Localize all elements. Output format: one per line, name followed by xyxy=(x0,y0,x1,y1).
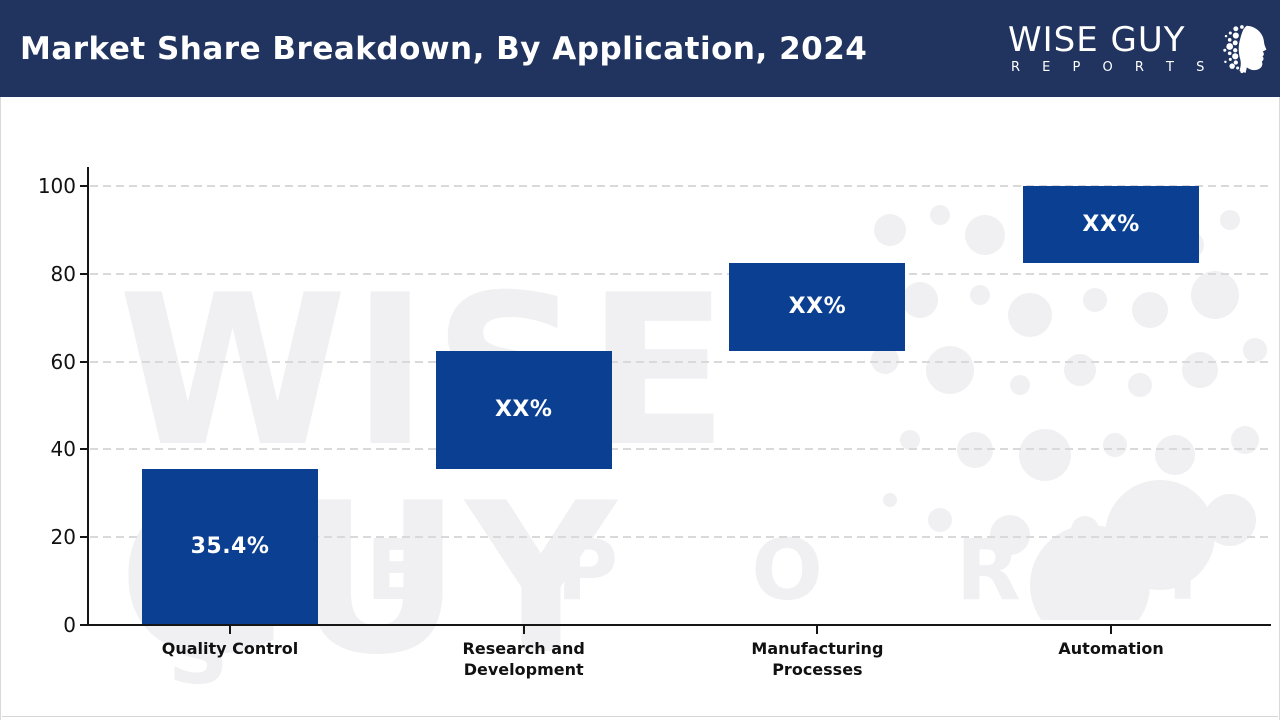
gridline-y60 xyxy=(90,360,1270,363)
y-tick-label: 60 xyxy=(50,349,76,374)
gridline-y80 xyxy=(90,272,1270,275)
category-label-line: Development xyxy=(463,660,584,679)
x-tick-mark xyxy=(229,626,231,634)
y-tick-mark xyxy=(80,623,87,626)
logo-wordmark: WISE GUY xyxy=(1008,20,1186,60)
bar-automation: XX% xyxy=(1023,186,1200,263)
category-label: Automation xyxy=(971,638,1251,659)
y-tick-label: 0 xyxy=(63,612,76,637)
x-axis-spine xyxy=(87,624,1271,626)
y-tick-label: 100 xyxy=(37,174,76,199)
watermark-dots-face-icon xyxy=(856,198,1267,620)
category-label: Quality Control xyxy=(90,638,370,659)
category-label-line: Manufacturing xyxy=(751,639,884,658)
logo-text: WISE GUY R E P O R T S xyxy=(1008,23,1213,75)
bar-value-label: XX% xyxy=(788,294,847,320)
category-label-line: Processes xyxy=(772,660,863,679)
y-tick-label: 40 xyxy=(50,437,76,462)
x-tick-mark xyxy=(522,626,525,634)
bar-research-and-development: XX% xyxy=(435,350,612,470)
wise-guy-logo: WISE GUY R E P O R T S xyxy=(1008,6,1268,92)
header-bar: Market Share Breakdown, By Application, … xyxy=(0,0,1280,97)
x-tick-mark xyxy=(1110,626,1113,634)
y-tick-mark xyxy=(80,185,87,188)
y-tick-mark xyxy=(80,535,87,538)
bar-value-label: XX% xyxy=(1082,212,1140,238)
y-tick-mark xyxy=(80,448,87,451)
page-title: Market Share Breakdown, By Application, … xyxy=(20,30,868,67)
category-label-line: Research and xyxy=(462,639,585,658)
y-tick-mark xyxy=(80,360,87,363)
bar-value-label: 35.4% xyxy=(190,534,270,560)
category-label: Research and Development xyxy=(384,638,664,680)
face-profile-icon xyxy=(1223,25,1267,74)
bar-value-label: XX% xyxy=(494,397,553,423)
category-label-line: Automation xyxy=(1058,639,1164,658)
category-label: Manufacturing Processes xyxy=(677,638,957,680)
y-tick-label: 80 xyxy=(50,261,76,286)
logo-subtitle: R E P O R T S xyxy=(1011,60,1214,75)
x-tick-mark xyxy=(816,626,819,634)
y-tick-mark xyxy=(80,272,87,275)
bottom-divider xyxy=(2,716,1278,717)
category-label-line: Quality Control xyxy=(161,639,299,658)
gridline-y40 xyxy=(90,448,1270,451)
bar-quality-control: 35.4% xyxy=(142,469,318,625)
bar-manufacturing-processes: XX% xyxy=(729,262,906,351)
y-axis-spine xyxy=(87,167,89,626)
gridline-y100 xyxy=(90,185,1270,188)
y-tick-label: 20 xyxy=(50,524,76,549)
gridline-y20 xyxy=(90,535,1270,538)
